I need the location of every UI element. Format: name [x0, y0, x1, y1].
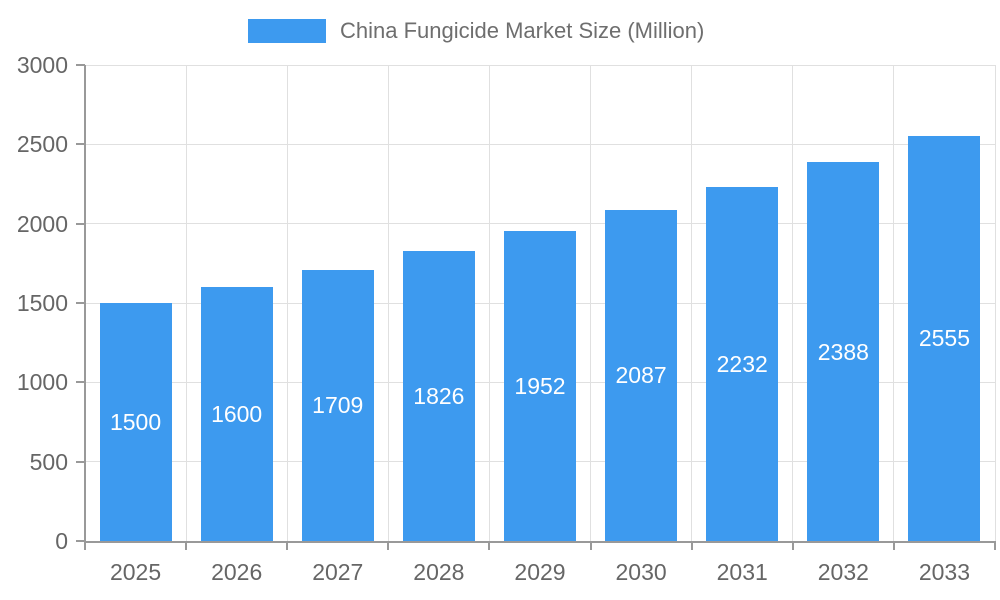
x-axis-label: 2028: [413, 559, 465, 585]
y-axis-tick: [76, 143, 85, 146]
gridline-vertical: [994, 65, 996, 541]
bar: [200, 287, 273, 541]
gridline-horizontal: [85, 223, 995, 225]
gridline-horizontal: [85, 143, 995, 145]
y-axis-label: 0: [55, 528, 68, 554]
gridline-vertical: [387, 65, 389, 541]
x-axis-tick: [791, 541, 794, 550]
y-axis-line: [84, 65, 86, 542]
x-axis-tick: [690, 541, 693, 550]
legend[interactable]: China Fungicide Market Size (Million): [248, 18, 704, 44]
bar-value-label: 1826: [413, 383, 465, 410]
bar-value-label: 1600: [211, 401, 263, 428]
bar-value-label: 1952: [514, 373, 566, 400]
y-axis-tick: [76, 540, 85, 542]
x-axis-label: 2033: [918, 559, 971, 585]
bar-value-label: 2555: [918, 325, 971, 352]
gridline-vertical: [792, 65, 794, 541]
bar: [301, 269, 374, 541]
x-axis-tick: [84, 541, 86, 550]
y-axis-tick: [76, 302, 85, 304]
gridline-vertical: [185, 65, 187, 541]
gridline-vertical: [691, 65, 693, 541]
gridline-vertical: [286, 65, 288, 541]
x-axis-label: 2026: [211, 559, 263, 585]
y-axis-label: 3000: [16, 52, 68, 78]
x-axis-tick: [185, 541, 188, 550]
bar-value-label: 2232: [716, 350, 768, 377]
gridline-vertical: [590, 65, 592, 541]
bar: [99, 303, 172, 541]
x-axis-label: 2027: [312, 559, 364, 585]
y-axis-label: 1000: [16, 369, 68, 396]
x-axis-tick: [488, 541, 491, 550]
legend-label: China Fungicide Market Size (Million): [340, 18, 705, 43]
y-axis-tick: [76, 460, 85, 463]
bar: [504, 231, 576, 541]
legend-swatch: [248, 19, 326, 43]
x-axis-tick: [387, 541, 390, 550]
bar-value-label: 2388: [817, 338, 869, 365]
x-axis-tick: [892, 541, 895, 550]
y-axis-tick: [76, 64, 85, 66]
y-axis-label: 2500: [16, 131, 68, 158]
gridline-vertical: [488, 65, 490, 541]
bar-value-label: 1709: [312, 392, 364, 419]
y-axis-label: 2000: [16, 210, 68, 237]
x-axis-label: 2025: [109, 559, 162, 585]
y-axis-label: 1500: [16, 290, 68, 316]
bar-value-label: 2087: [615, 362, 667, 389]
x-axis-tick: [589, 541, 592, 550]
x-axis-tick: [994, 541, 996, 550]
y-axis-tick: [76, 381, 85, 384]
gridline-vertical: [893, 65, 895, 541]
bar: [706, 186, 779, 541]
x-axis-line: [84, 541, 996, 543]
x-axis-label: 2029: [514, 559, 566, 585]
x-axis-label: 2031: [716, 559, 768, 585]
bar: [908, 135, 981, 541]
bar: [402, 251, 475, 541]
gridline-horizontal: [85, 64, 995, 66]
bar: [605, 209, 678, 541]
x-axis-label: 2030: [615, 559, 667, 585]
x-axis-tick: [286, 541, 289, 550]
bar-value-label: 1500: [109, 409, 162, 435]
bar: [807, 162, 880, 541]
y-axis-tick: [76, 222, 85, 225]
y-axis-label: 500: [29, 448, 68, 475]
x-axis-label: 2032: [817, 559, 869, 585]
